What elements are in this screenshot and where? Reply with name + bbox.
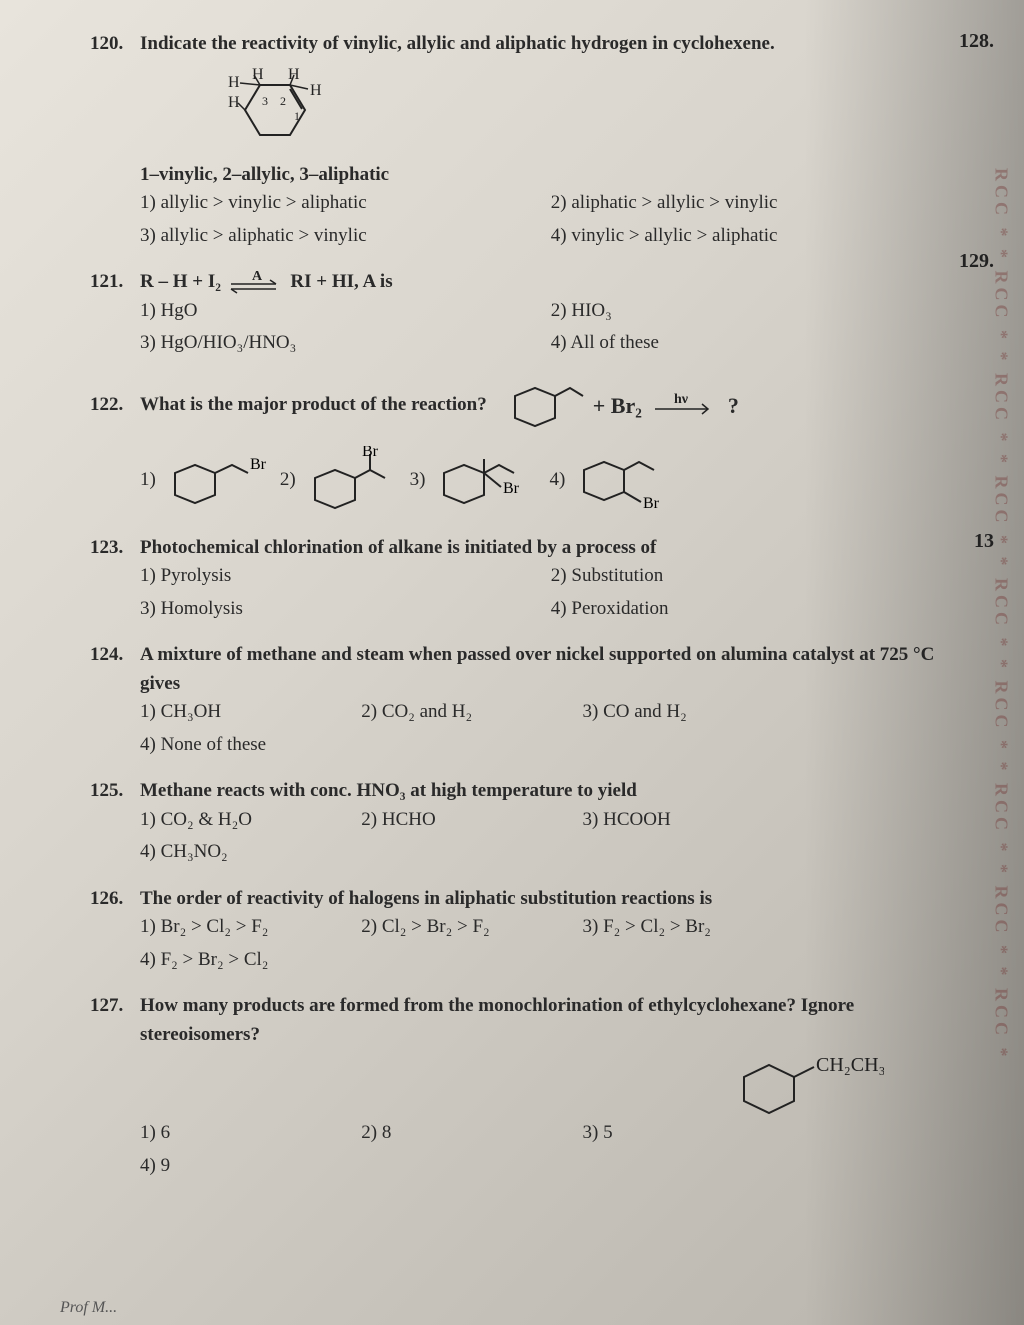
q122-opt1: 1) Br xyxy=(140,451,270,511)
q122-num: 122. xyxy=(90,391,140,420)
q120-opt4: 4) vinylic > allylic > aliphatic xyxy=(551,222,922,251)
margin-128: 128. xyxy=(959,30,994,53)
q124-opt2: 2) CO₂ and H₂ xyxy=(361,698,542,727)
ethylcyclohexane-icon xyxy=(495,376,585,436)
margin-13: 13 xyxy=(974,530,994,553)
svg-text:1: 1 xyxy=(294,109,300,123)
q126-num: 126. xyxy=(90,885,140,914)
footer: Prof M... xyxy=(60,1299,117,1317)
q121-text: R – H + I₂ A RI + HI, A is xyxy=(140,268,964,297)
svg-text:A: A xyxy=(252,270,263,284)
svg-text:Br: Br xyxy=(250,456,267,473)
margin-129: 129. xyxy=(959,250,994,273)
svg-text:CH₂CH₃: CH₂CH₃ xyxy=(816,1054,884,1076)
q122-tail: + Br₂ xyxy=(593,389,642,422)
q125-opt1: 1) CO₂ & H₂O xyxy=(140,806,321,835)
q122-opt4: 4) Br xyxy=(549,448,679,513)
q123-opt4: 4) Peroxidation xyxy=(551,595,922,624)
q121-opt4: 4) All of these xyxy=(551,329,922,358)
question-123: 123. Photochemical chlorination of alkan… xyxy=(90,534,964,628)
q122-text: What is the major product of the reactio… xyxy=(140,391,487,420)
q123-num: 123. xyxy=(90,534,140,563)
q126-text: The order of reactivity of halogens in a… xyxy=(140,885,964,914)
q122-opt3: 3) Br xyxy=(410,451,540,511)
q126-opt1: 1) Br₂ > Cl₂ > F₂ xyxy=(140,913,321,942)
cyclohexene-structure: H H H H H 3 2 1 xyxy=(210,65,964,155)
question-127: 127. How many products are formed from t… xyxy=(90,992,964,1184)
q120-text: Indicate the reactivity of vinylic, ally… xyxy=(140,30,964,59)
q127-text: How many products are formed from the mo… xyxy=(140,992,964,1049)
svg-text:2: 2 xyxy=(280,94,286,108)
q121-opt3: 3) HgO/HIO₃/HNO₃ xyxy=(140,329,511,358)
question-120: 120. Indicate the reactivity of vinylic,… xyxy=(90,30,964,254)
svg-text:3: 3 xyxy=(262,94,268,108)
q127-opt4: 4) 9 xyxy=(140,1152,321,1181)
equilibrium-arrow-icon: A xyxy=(226,270,286,296)
q122-opt2: 2) Br xyxy=(280,446,400,516)
q120-num: 120. xyxy=(90,30,140,59)
question-126: 126. The order of reactivity of halogens… xyxy=(90,885,964,979)
q126-opt4: 4) F₂ > Br₂ > Cl₂ xyxy=(140,946,321,975)
q127-opt3: 3) 5 xyxy=(583,1119,764,1148)
q127-opt1: 1) 6 xyxy=(140,1119,321,1148)
q126-opt3: 3) F₂ > Cl₂ > Br₂ xyxy=(583,913,764,942)
watermark: RCC * * RCC * * RCC * * RCC * * RCC * * … xyxy=(986,40,1016,1188)
q121-num: 121. xyxy=(90,268,140,297)
q123-text: Photochemical chlorination of alkane is … xyxy=(140,534,964,563)
reaction-arrow-icon: hν xyxy=(650,391,720,421)
question-125: 125. Methane reacts with conc. HNO₃ at h… xyxy=(90,777,964,871)
svg-text:Br: Br xyxy=(643,495,660,512)
q124-text: A mixture of methane and steam when pass… xyxy=(140,641,964,698)
question-121: 121. R – H + I₂ A RI + HI, A is 1) HgO 2… xyxy=(90,268,964,362)
svg-text:H: H xyxy=(310,82,322,99)
q123-opt3: 3) Homolysis xyxy=(140,595,511,624)
q127-num: 127. xyxy=(90,992,140,1021)
q120-opt1: 1) allylic > vinylic > aliphatic xyxy=(140,189,511,218)
question-124: 124. A mixture of methane and steam when… xyxy=(90,641,964,763)
q121-opt2: 2) HIO₃ xyxy=(551,297,922,326)
q121-pre: R – H + I₂ xyxy=(140,271,226,292)
q123-opt2: 2) Substitution xyxy=(551,562,922,591)
q124-opt4: 4) None of these xyxy=(140,731,321,760)
svg-text:hν: hν xyxy=(674,392,689,407)
q126-opt2: 2) Cl₂ > Br₂ > F₂ xyxy=(361,913,542,942)
q125-text: Methane reacts with conc. HNO₃ at high t… xyxy=(140,777,964,806)
q127-opt2: 2) 8 xyxy=(361,1119,542,1148)
q124-num: 124. xyxy=(90,641,140,670)
q121-opt1: 1) HgO xyxy=(140,297,511,326)
q125-opt4: 4) CH₃NO₂ xyxy=(140,838,321,867)
q125-opt3: 3) HCOOH xyxy=(583,806,764,835)
q124-opt3: 3) CO and H₂ xyxy=(583,698,764,727)
q120-sub: 1–vinylic, 2–allylic, 3–aliphatic xyxy=(140,161,964,190)
question-122: 122. What is the major product of the re… xyxy=(90,376,964,520)
q125-num: 125. xyxy=(90,777,140,806)
q124-opt1: 1) CH₃OH xyxy=(140,698,321,727)
q121-post: RI + HI, A is xyxy=(290,271,392,292)
svg-text:Br: Br xyxy=(503,480,520,497)
q122-q: ? xyxy=(728,389,739,422)
ethylcyclohexane-structure: CH₂CH₃ xyxy=(724,1049,884,1119)
svg-text:H: H xyxy=(288,66,300,83)
svg-text:H: H xyxy=(228,74,240,91)
q120-opt3: 3) allylic > aliphatic > vinylic xyxy=(140,222,511,251)
svg-text:H: H xyxy=(228,94,240,111)
svg-text:Br: Br xyxy=(362,446,379,460)
q120-opt2: 2) aliphatic > allylic > vinylic xyxy=(551,189,922,218)
q125-opt2: 2) HCHO xyxy=(361,806,542,835)
q123-opt1: 1) Pyrolysis xyxy=(140,562,511,591)
